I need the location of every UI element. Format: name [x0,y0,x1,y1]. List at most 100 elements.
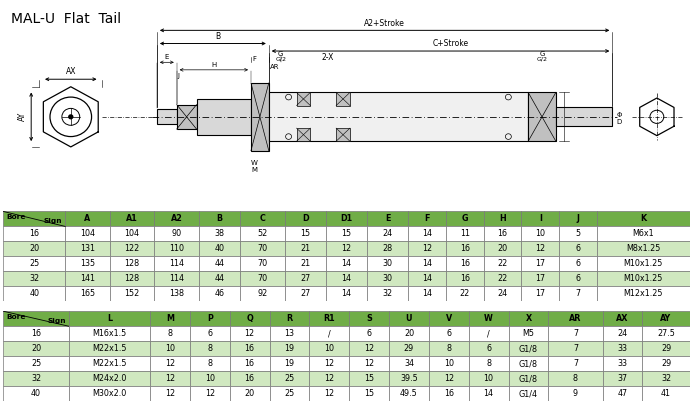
Text: 40: 40 [31,389,41,398]
Text: 24: 24 [498,289,508,298]
Text: G/2: G/2 [275,56,286,61]
Text: 40: 40 [215,244,225,253]
Text: 70: 70 [257,244,267,253]
Text: 21: 21 [300,244,310,253]
Bar [109,256,155,271]
Bar [285,286,326,301]
Text: D1: D1 [340,214,353,223]
Text: 46: 46 [215,289,225,298]
Text: 12: 12 [364,344,374,353]
Text: G: G [278,51,283,57]
Bar [199,226,240,241]
Text: 11: 11 [460,229,470,239]
Bar [468,371,509,386]
Bar [429,371,468,386]
Text: M: M [166,314,174,323]
Text: 141: 141 [80,274,95,283]
Bar [389,371,429,386]
Bar [269,92,528,141]
Text: 12: 12 [165,359,175,368]
Bar [548,311,603,326]
Text: 16: 16 [31,329,41,338]
Text: R1: R1 [324,314,335,323]
Bar [597,256,690,271]
Text: 49.5: 49.5 [400,389,418,398]
Text: F: F [252,56,256,62]
Bar [597,212,690,226]
Text: 7: 7 [573,344,578,353]
Bar [429,326,468,341]
Text: 20: 20 [498,244,508,253]
Text: 12: 12 [165,374,175,383]
Bar [548,386,603,401]
Bar [3,311,69,326]
Bar [642,371,690,386]
Bar [367,241,408,256]
Text: 10: 10 [324,344,334,353]
Bar [65,271,109,286]
Text: H: H [499,214,506,223]
Bar [230,326,270,341]
Text: Φ: Φ [616,112,622,118]
Bar [240,286,285,301]
Text: 32: 32 [29,274,40,283]
Text: 12: 12 [364,359,374,368]
Bar [389,386,429,401]
Bar [155,241,199,256]
Text: 6: 6 [576,244,581,253]
Text: M5: M5 [523,329,534,338]
Text: M16x1.5: M16x1.5 [92,329,127,338]
Circle shape [69,115,73,119]
Text: 70: 70 [257,274,267,283]
Bar [528,92,556,141]
Text: A2: A2 [170,214,183,223]
Text: 131: 131 [80,244,95,253]
Text: 14: 14 [342,289,351,298]
Text: 16: 16 [460,259,470,268]
Text: 19: 19 [284,344,295,353]
Text: 44: 44 [215,274,225,283]
Bar [285,212,326,226]
Bar [468,356,509,371]
Bar [3,386,69,401]
Bar [484,256,521,271]
Text: 24: 24 [617,329,628,338]
Bar [199,271,240,286]
Bar [509,356,548,371]
Bar [155,271,199,286]
Bar [150,371,190,386]
Bar [251,83,269,151]
Bar [336,92,350,106]
Bar [3,371,69,386]
Text: 12: 12 [535,244,545,253]
Bar [297,128,310,141]
Text: 8: 8 [446,344,451,353]
Text: 92: 92 [257,289,267,298]
Bar [642,326,690,341]
Bar [197,99,251,135]
Bar [367,256,408,271]
Text: 29: 29 [404,344,414,353]
Bar [326,286,367,301]
Bar [69,356,150,371]
Bar [468,386,509,401]
Bar [69,371,150,386]
Bar [230,371,270,386]
Text: 30: 30 [383,274,393,283]
Text: 38: 38 [215,229,225,239]
Text: 12: 12 [324,359,334,368]
Text: AY: AY [660,314,672,323]
Bar [389,341,429,356]
Bar [429,311,468,326]
Text: 8: 8 [168,329,173,338]
Bar [468,326,509,341]
Bar [109,286,155,301]
Bar [642,311,690,326]
Bar [155,226,199,241]
Text: X: X [525,314,532,323]
Bar [603,311,642,326]
Text: 32: 32 [383,289,393,298]
Text: 6: 6 [446,329,451,338]
Text: 152: 152 [125,289,140,298]
Text: 17: 17 [535,274,545,283]
